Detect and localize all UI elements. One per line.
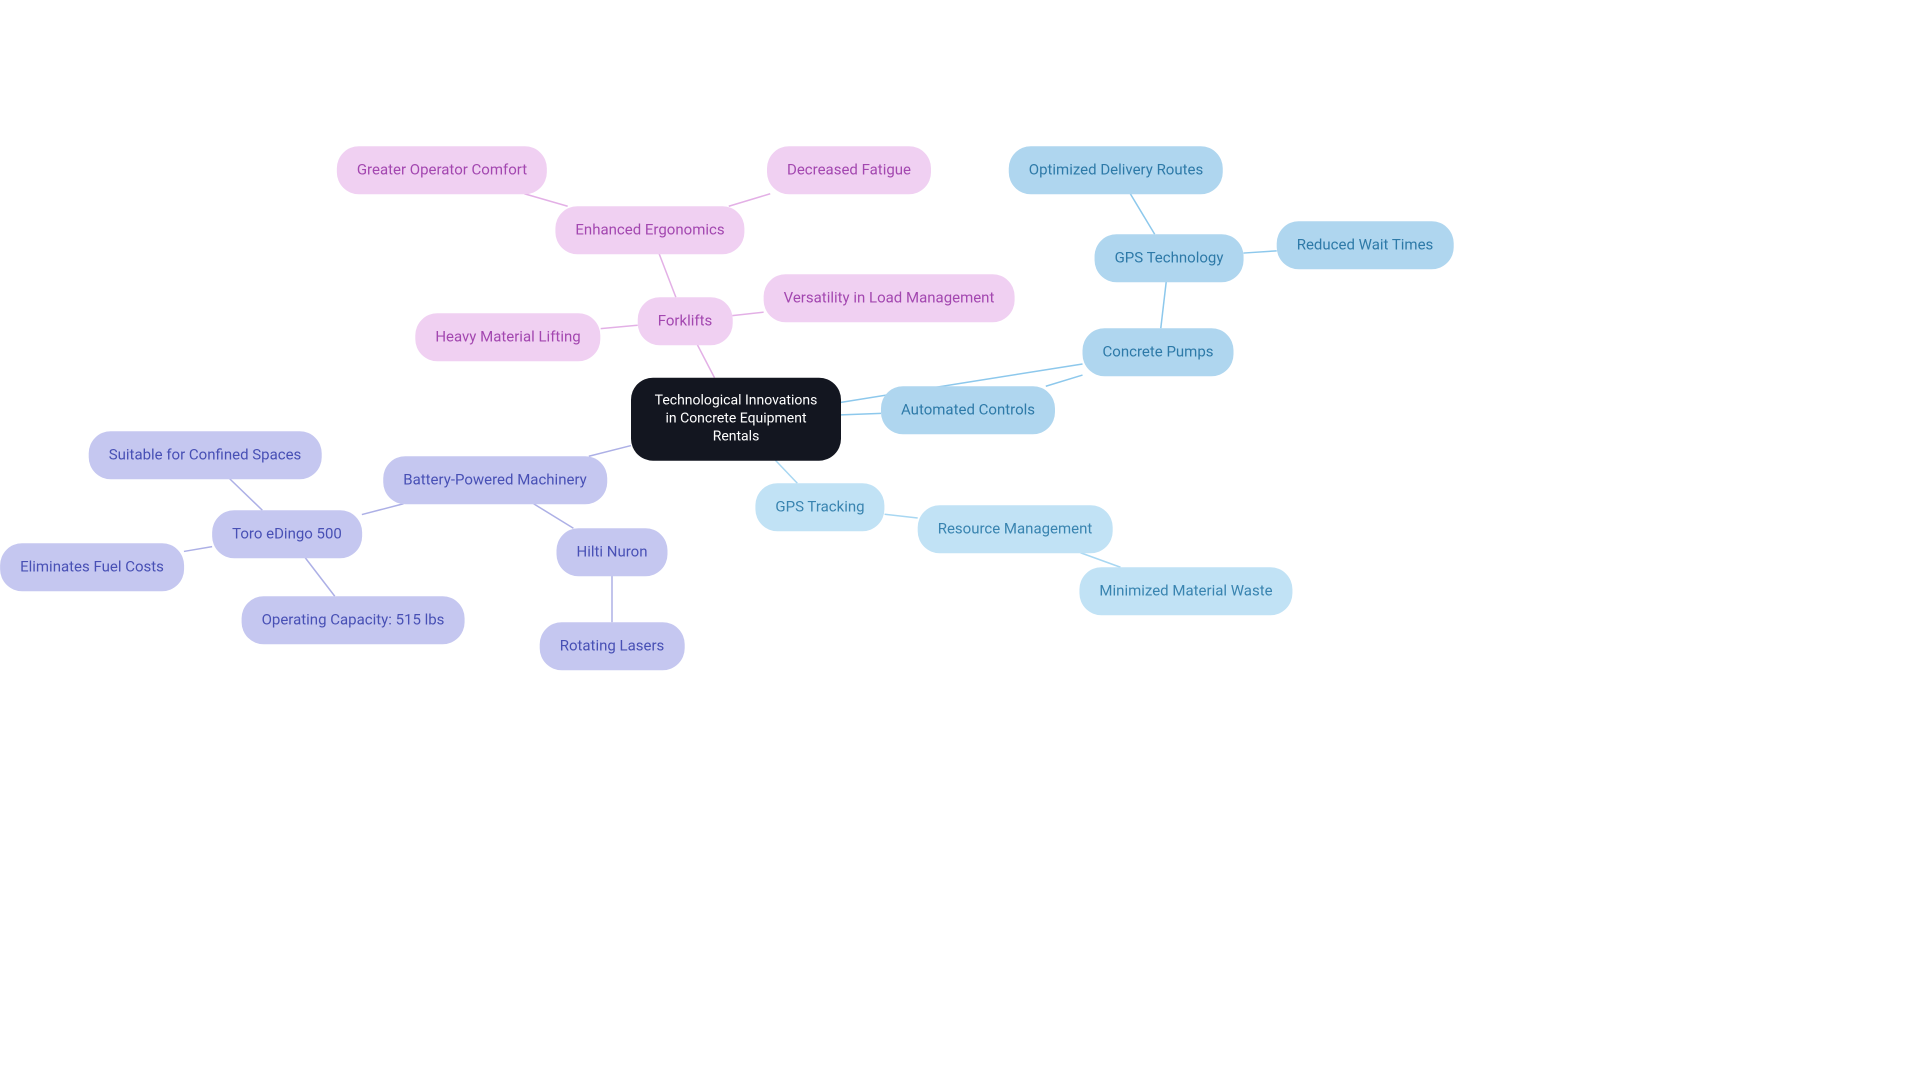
lifting-node: Heavy Material Lifting (415, 313, 600, 361)
pumps-node: Concrete Pumps (1083, 328, 1234, 376)
hilti-node: Hilti Nuron (556, 528, 667, 576)
routes-node: Optimized Delivery Routes (1009, 146, 1223, 194)
lasers-node: Rotating Lasers (540, 622, 685, 670)
capacity-node: Operating Capacity: 515 lbs (242, 596, 465, 644)
center-node: Technological Innovations in Concrete Eq… (631, 378, 841, 461)
gpstech-node: GPS Technology (1095, 234, 1244, 282)
resource-node: Resource Management (918, 505, 1113, 553)
waste-node: Minimized Material Waste (1079, 567, 1292, 615)
fatigue-node: Decreased Fatigue (767, 146, 931, 194)
gpstracking-node: GPS Tracking (755, 483, 884, 531)
battery-node: Battery-Powered Machinery (383, 456, 607, 504)
versatility-node: Versatility in Load Management (764, 274, 1015, 322)
toro-node: Toro eDingo 500 (212, 510, 362, 558)
ergonomics-node: Enhanced Ergonomics (555, 206, 744, 254)
autocontrols-node: Automated Controls (881, 386, 1055, 434)
forklifts-node: Forklifts (638, 297, 733, 345)
confined-node: Suitable for Confined Spaces (89, 431, 322, 479)
wait-node: Reduced Wait Times (1277, 221, 1454, 269)
fuel-node: Eliminates Fuel Costs (0, 543, 184, 591)
comfort-node: Greater Operator Comfort (337, 146, 547, 194)
